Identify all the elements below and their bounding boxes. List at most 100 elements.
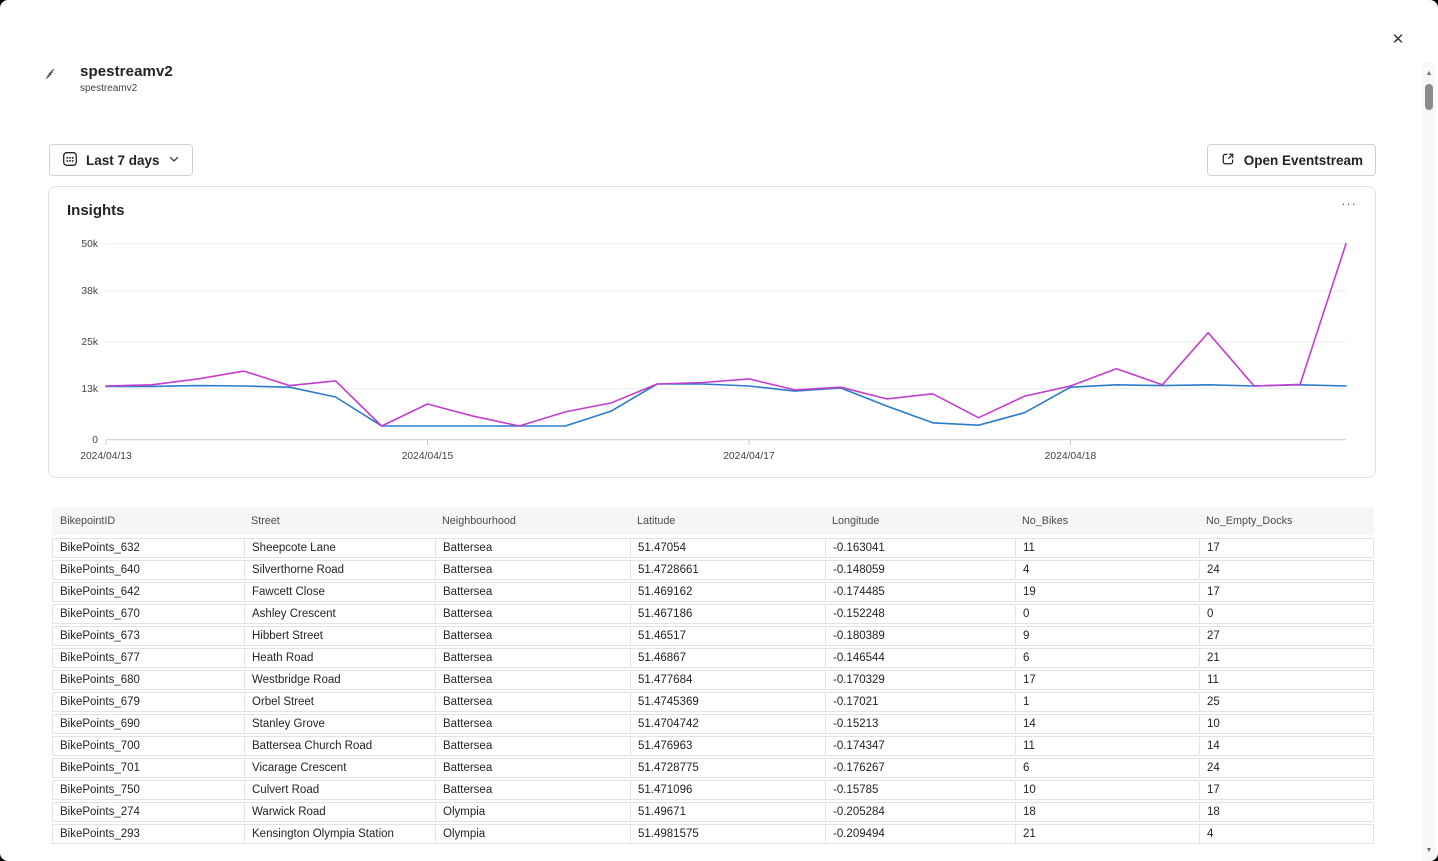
column-header[interactable]: Neighbourhood	[442, 515, 516, 527]
x-axis-tick-label: 2024/04/15	[402, 451, 454, 462]
table-cell: BikePoints_642	[60, 586, 140, 598]
table-cell: 0	[1199, 605, 1373, 623]
table-cell: 51.469162	[630, 583, 825, 601]
table-cell: 51.4745369	[630, 693, 825, 711]
table-cell: 24	[1199, 561, 1373, 579]
y-axis-tick-label: 13k	[81, 384, 98, 395]
table-cell: BikePoints_750	[60, 784, 140, 796]
table-cell: Battersea Church Road	[244, 737, 435, 755]
table-cell: 11	[1015, 539, 1199, 557]
table-cell: 18	[1015, 803, 1199, 821]
table-cell: Vicarage Crescent	[244, 759, 435, 777]
chart-series-magenta	[105, 242, 1347, 427]
x-axis-tick-label: 2024/04/17	[723, 451, 775, 462]
calendar-icon	[62, 151, 78, 170]
column-header[interactable]: Latitude	[637, 515, 676, 527]
insights-title: Insights	[67, 202, 125, 219]
x-axis-tick-label: 2024/04/18	[1045, 451, 1097, 462]
table-cell: 17	[1199, 539, 1373, 557]
table-row[interactable]: BikePoints_677 Heath Road Battersea 51.4686…	[52, 648, 1374, 668]
table-row[interactable]: BikePoints_701 Vicarage Crescent Battersea…	[52, 758, 1374, 778]
column-header[interactable]: No_Bikes	[1022, 515, 1069, 527]
table-cell: Battersea	[435, 627, 630, 645]
table-cell: BikePoints_670	[60, 608, 140, 620]
close-icon[interactable]: ✕	[1389, 31, 1407, 49]
table-cell: 9	[1015, 627, 1199, 645]
table-row[interactable]: BikePoints_690 Stanley Grove Battersea 51.4…	[52, 714, 1374, 734]
table-cell: Olympia	[435, 825, 630, 843]
y-axis-tick-label: 50k	[81, 239, 98, 250]
table-row[interactable]: BikePoints_293 Kensington Olympia Station…	[52, 824, 1374, 844]
table-cell: Battersea	[435, 671, 630, 689]
table-cell: 17	[1199, 583, 1373, 601]
table-cell: 51.4728775	[630, 759, 825, 777]
insights-line-chart: 50k 38k 25k 13k 0 2024/04/13 2024/04/15 2024/04…	[80, 239, 1347, 462]
table-cell: 6	[1015, 649, 1199, 667]
open-eventstream-button[interactable]: Open Eventstream	[1206, 144, 1376, 176]
table-cell: Battersea	[435, 737, 630, 755]
table-cell: -0.148059	[825, 561, 1015, 579]
eventstream-icon	[43, 65, 58, 86]
table-row[interactable]: BikePoints_274 Warwick Road Olympia 51.4967…	[52, 802, 1374, 822]
table-row[interactable]: BikePoints_640 Silverthorne Road Battersea…	[52, 560, 1374, 580]
table-cell: 25	[1199, 693, 1373, 711]
table-row[interactable]: BikePoints_670 Ashley Crescent Battersea 51…	[52, 604, 1374, 624]
table-cell: 17	[1015, 671, 1199, 689]
table-cell: BikePoints_677	[60, 652, 140, 664]
table-cell: Battersea	[435, 781, 630, 799]
table-row[interactable]: BikePoints_700 Battersea Church Road Batte…	[52, 736, 1374, 756]
table-cell: 51.477684	[630, 671, 825, 689]
table-cell: 51.49671	[630, 803, 825, 821]
table-cell: 1	[1015, 693, 1199, 711]
table-header-row: BikepointID Street Neighbourhood Latitude Lo…	[52, 507, 1374, 535]
y-axis-tick-label: 25k	[81, 337, 98, 348]
table-cell: -0.15785	[825, 781, 1015, 799]
table-row[interactable]: BikePoints_673 Hibbert Street Battersea 51.…	[52, 626, 1374, 646]
scroll-down-icon[interactable]: ▼	[1425, 847, 1433, 854]
table-cell: BikePoints_690	[60, 718, 140, 730]
insights-card: 50k 38k 25k 13k 0 2024/04/13 2024/04/15 2024/04…	[48, 186, 1376, 478]
table-cell: Heath Road	[244, 649, 435, 667]
table-row[interactable]: BikePoints_750 Culvert Road Battersea 51.47…	[52, 780, 1374, 800]
more-options-icon[interactable]: ...	[1341, 193, 1357, 208]
table-row[interactable]: BikePoints_642 Fawcett Close Battersea 51.4…	[52, 582, 1374, 602]
table-cell: 19	[1015, 583, 1199, 601]
table-row[interactable]: BikePoints_632 Sheepcote Lane Battersea 51.…	[52, 538, 1374, 558]
table-cell: 51.476963	[630, 737, 825, 755]
table-cell: 51.46867	[630, 649, 825, 667]
table-cell: 24	[1199, 759, 1373, 777]
table-cell: 6	[1015, 759, 1199, 777]
table-cell: 4	[1199, 825, 1373, 843]
table-cell: 51.471096	[630, 781, 825, 799]
table-cell: 10	[1199, 715, 1373, 733]
table-body: BikePoints_632 Sheepcote Lane Battersea 51.…	[52, 538, 1374, 844]
table-cell: BikePoints_274	[60, 806, 140, 818]
scroll-up-icon[interactable]: ▲	[1425, 70, 1433, 77]
column-header[interactable]: Street	[251, 515, 280, 527]
open-external-icon	[1220, 151, 1236, 170]
time-range-dropdown[interactable]: Last 7 days	[49, 144, 193, 176]
table-cell: Battersea	[435, 561, 630, 579]
table-cell: Battersea	[435, 715, 630, 733]
table-cell: -0.146544	[825, 649, 1015, 667]
table-cell: -0.209494	[825, 825, 1015, 843]
scrollbar-thumb[interactable]	[1425, 84, 1433, 110]
table-cell: Ashley Crescent	[244, 605, 435, 623]
column-header[interactable]: Longitude	[832, 515, 880, 527]
x-axis-tick-label: 2024/04/13	[80, 451, 132, 462]
vertical-scrollbar[interactable]: ▲ ▼	[1422, 62, 1436, 861]
column-header[interactable]: No_Empty_Docks	[1206, 515, 1293, 527]
table-row[interactable]: BikePoints_680 Westbridge Road Battersea 51…	[52, 670, 1374, 690]
table-cell: BikePoints_679	[60, 696, 140, 708]
table-cell: 4	[1015, 561, 1199, 579]
table-row[interactable]: BikePoints_679 Orbel Street Battersea 51.47…	[52, 692, 1374, 712]
page-title: spestreamv2	[80, 63, 173, 80]
table-cell: Kensington Olympia Station	[244, 825, 435, 843]
table-cell: Battersea	[435, 693, 630, 711]
column-header[interactable]: BikepointID	[60, 515, 116, 527]
table-cell: -0.163041	[825, 539, 1015, 557]
app-header: spestreamv2 spestreamv2	[43, 63, 173, 94]
table-cell: BikePoints_701	[60, 762, 140, 774]
table-cell: 18	[1199, 803, 1373, 821]
time-range-label: Last 7 days	[86, 152, 160, 168]
